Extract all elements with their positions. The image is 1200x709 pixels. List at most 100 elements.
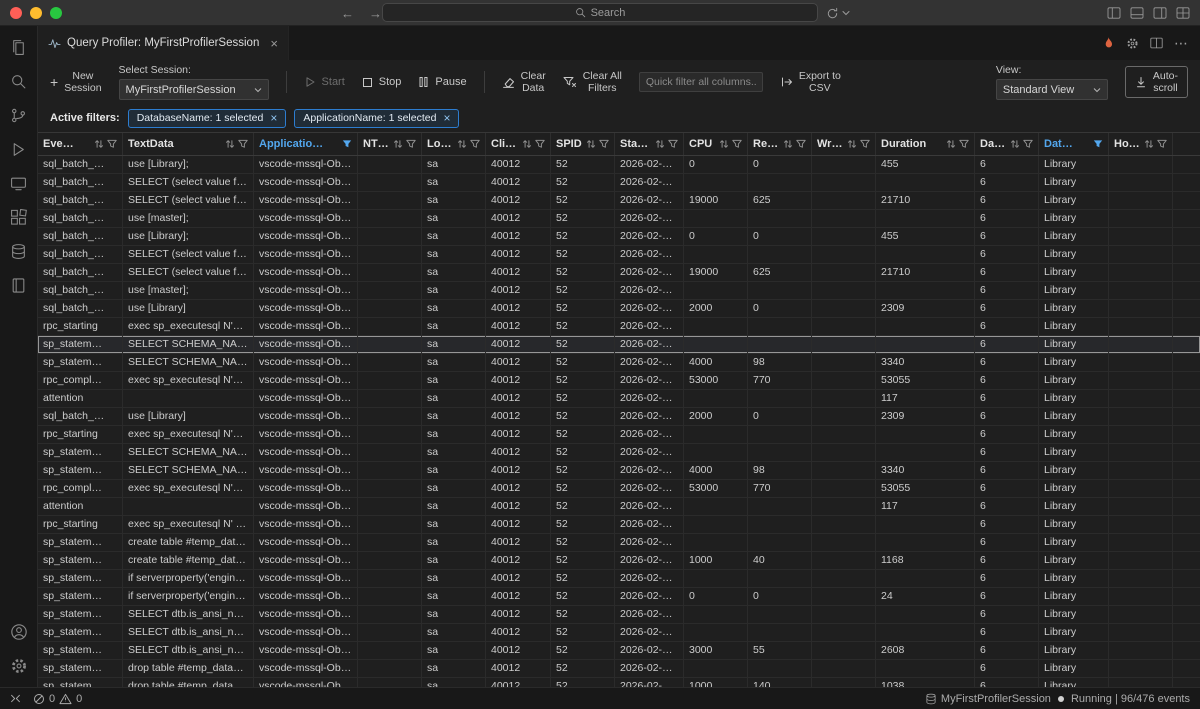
remote-indicator[interactable] [10,693,21,704]
table-row[interactable]: sp_statem… SELECT dtb.is_ansi_null_d… vsco… [38,624,1200,642]
filter-icon[interactable] [1093,139,1103,149]
start-button[interactable]: Start [304,76,345,88]
table-row[interactable]: sql_batch_… use [Library] vscode-mssql-Obj… [38,300,1200,318]
filter-icon[interactable] [668,139,678,149]
table-row[interactable]: sp_statem…SELECT SCHEMA_NAME(t…vscode-ms… [38,354,1200,372]
sort-icon[interactable] [457,139,467,149]
column-header-databaseid[interactable]: Dat… [975,133,1039,155]
column-header-clientprocessid[interactable]: Cli… [486,133,551,155]
more-actions-icon[interactable]: ⋯ [1174,35,1188,51]
column-header-starttime[interactable]: Sta… [615,133,684,155]
column-header-eventclass[interactable]: Eve… [38,133,123,155]
table-row[interactable]: sp_statem… create table #temp_data_r… vsco… [38,534,1200,552]
filter-icon[interactable] [599,139,609,149]
pause-button[interactable]: Pause [418,76,467,88]
remove-filter-icon[interactable]: × [270,111,278,125]
settings-gear-icon[interactable] [1126,37,1139,50]
table-row[interactable]: sql_batch_… SELECT (select value from … vs… [38,174,1200,192]
table-row[interactable]: sp_statem… if serverproperty('enginee… vsc… [38,588,1200,606]
table-row[interactable]: rpc_compl… exec sp_executesql N'SEL… vscod… [38,480,1200,498]
column-header-ntusername[interactable]: NT… [358,133,422,155]
account-icon[interactable] [0,615,38,649]
table-row[interactable]: sp_statem…SELECT SCHEMA_NAME(t…vscode-ms… [38,444,1200,462]
sort-icon[interactable] [225,139,235,149]
close-tab-icon[interactable]: × [270,35,278,51]
minimize-window-button[interactable] [30,6,42,19]
toggle-primary-sidebar-icon[interactable] [1107,7,1121,19]
table-row[interactable]: sp_statem… drop table #temp_data_ret… vsco… [38,678,1200,687]
remote-explorer-icon[interactable] [0,166,38,200]
filter-icon[interactable] [1023,139,1033,149]
filter-icon[interactable] [732,139,742,149]
table-row[interactable]: sql_batch_… use [master]; vscode-mssql-Obj… [38,210,1200,228]
table-row[interactable]: rpc_starting exec sp_executesql N'SEL… vsc… [38,426,1200,444]
quick-filter-input[interactable] [638,72,763,92]
split-editor-icon[interactable] [1150,37,1163,49]
auto-scroll-button[interactable]: Auto- scroll [1124,65,1188,99]
filter-icon[interactable] [342,139,352,149]
sort-icon[interactable] [522,139,532,149]
column-header-loginname[interactable]: Lo… [422,133,486,155]
table-row[interactable]: sp_statem… drop table #temp_data_ret… vsco… [38,660,1200,678]
session-select[interactable]: MyFirstProfilerSession [118,79,269,100]
stop-button[interactable]: Stop [362,76,401,88]
table-row[interactable]: sql_batch_… use [Library]; vscode-mssql-Ob… [38,156,1200,174]
problems-indicator[interactable]: 0 0 [33,693,82,705]
sort-icon[interactable] [783,139,793,149]
sort-icon[interactable] [393,139,403,149]
close-window-button[interactable] [10,6,22,19]
customize-layout-icon[interactable] [1176,7,1190,19]
table-row[interactable]: sp_statem… create table #temp_data_r… vsco… [38,552,1200,570]
column-header-applicationname[interactable]: Applicatio… [254,133,358,155]
sort-icon[interactable] [655,139,665,149]
column-header-spid[interactable]: SPID [551,133,615,155]
table-row[interactable]: sql_batch_… SELECT (select value from … vs… [38,264,1200,282]
sort-icon[interactable] [586,139,596,149]
sort-icon[interactable] [719,139,729,149]
filter-icon[interactable] [238,139,248,149]
column-header-reads[interactable]: Rea… [748,133,812,155]
view-select[interactable]: Standard View [995,79,1108,100]
filter-icon[interactable] [535,139,545,149]
toggle-secondary-sidebar-icon[interactable] [1153,7,1167,19]
extensions-icon[interactable] [0,200,38,234]
table-row[interactable]: attention vscode-mssql-Obj… sa 40012 52 2026-… [38,390,1200,408]
explorer-icon[interactable] [0,30,38,64]
table-row[interactable]: sp_statem… if serverproperty('enginee… vsc… [38,570,1200,588]
filter-icon[interactable] [796,139,806,149]
column-header-databasename[interactable]: Dat… [1039,133,1109,155]
sort-icon[interactable] [847,139,857,149]
run-debug-icon[interactable] [0,132,38,166]
clear-all-filters-button[interactable]: Clear All Filters [563,70,622,95]
sort-icon[interactable] [1144,139,1154,149]
column-header-textdata[interactable]: TextData [123,133,254,155]
settings-gear-icon[interactable] [0,649,38,683]
profiler-session-status[interactable]: MyFirstProfilerSession Running | 96/476 … [925,693,1190,705]
table-row[interactable]: sql_batch_… use [Library] vscode-mssql-Obj… [38,408,1200,426]
chevron-down-icon[interactable] [842,10,850,16]
table-row[interactable]: sp_statem… SELECT dtb.is_ansi_null_d… vsco… [38,642,1200,660]
table-row[interactable]: sql_batch_… use [master]; vscode-mssql-Obj… [38,282,1200,300]
remove-filter-icon[interactable]: × [443,111,451,125]
tab-query-profiler[interactable]: Query Profiler: MyFirstProfilerSession × [38,26,289,60]
table-row[interactable]: rpc_compl… exec sp_executesql N'SEL… vscod… [38,372,1200,390]
zoom-window-button[interactable] [50,6,62,19]
forward-button[interactable]: → [369,5,382,21]
filter-icon[interactable] [107,139,117,149]
table-row[interactable]: sql_batch_… SELECT (select value from … vs… [38,192,1200,210]
command-center-search[interactable]: Search [382,3,818,22]
filter-icon[interactable] [860,139,870,149]
toggle-panel-icon[interactable] [1130,7,1144,19]
database-icon[interactable] [0,234,38,268]
table-row[interactable]: sql_batch_… SELECT (select value from … vs… [38,246,1200,264]
filter-icon[interactable] [959,139,969,149]
clear-data-button[interactable]: Clear Data [502,70,546,95]
table-row[interactable]: sp_statem…SELECT SCHEMA_NAME(t…vscode-ms… [38,336,1200,354]
filter-chip-applicationname[interactable]: ApplicationName: 1 selected × [294,108,460,128]
table-row[interactable]: rpc_starting exec sp_executesql N' crea… v… [38,516,1200,534]
source-control-icon[interactable] [0,98,38,132]
column-header-writes[interactable]: Writ… [812,133,876,155]
export-csv-button[interactable]: Export to CSV [780,70,841,95]
sort-icon[interactable] [94,139,104,149]
table-row[interactable]: sp_statem…SELECT SCHEMA_NAME(t…vscode-ms… [38,462,1200,480]
